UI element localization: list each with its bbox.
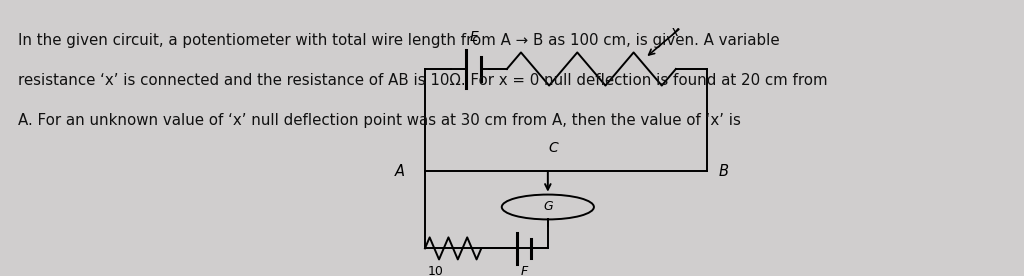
Text: resistance ‘x’ is connected and the resistance of AB is 10Ω. For x = 0 null defl: resistance ‘x’ is connected and the resi… (18, 73, 828, 88)
Text: A: A (394, 164, 404, 179)
Text: B: B (719, 164, 729, 179)
Text: x: x (671, 25, 679, 39)
Text: 10: 10 (427, 265, 443, 276)
Text: In the given circuit, a potentiometer with total wire length from A → B as 100 c: In the given circuit, a potentiometer wi… (18, 33, 780, 48)
Text: C: C (548, 140, 558, 155)
Text: A. For an unknown value of ‘x’ null deflection point was at 30 cm from A, then t: A. For an unknown value of ‘x’ null defl… (18, 113, 741, 128)
Text: G: G (543, 200, 553, 214)
Text: F: F (520, 265, 528, 276)
Text: E: E (469, 30, 478, 44)
